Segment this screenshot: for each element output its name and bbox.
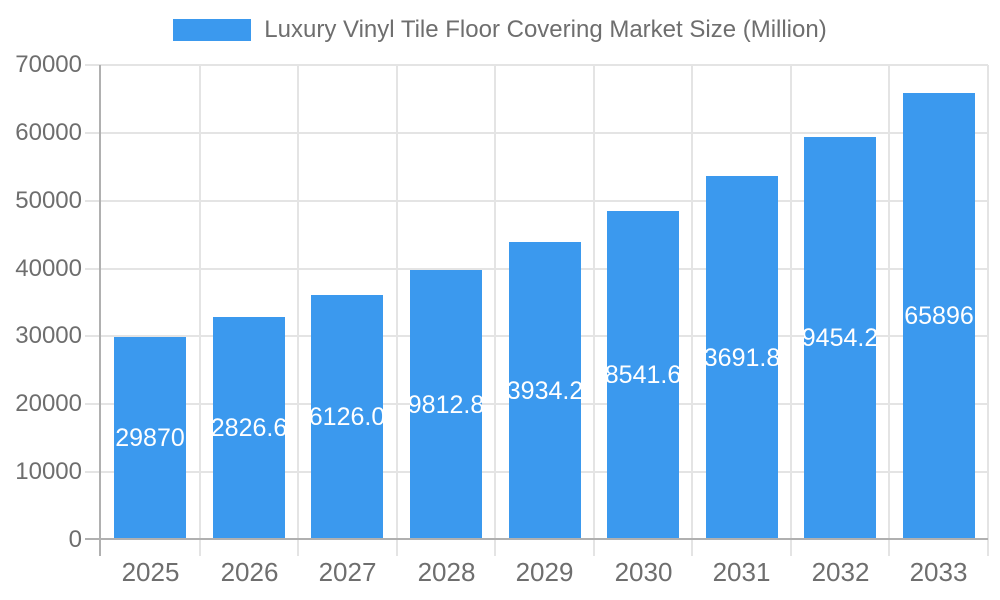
bar-2033[interactable]: 65896 [903,93,975,540]
legend-label: Luxury Vinyl Tile Floor Covering Market … [264,16,827,43]
y-axis-label: 60000 [15,119,82,146]
y-axis-label: 30000 [15,322,82,349]
bar-2030[interactable]: 48541.67 [607,211,679,540]
y-axis-label: 0 [68,526,82,553]
x-gridline [199,65,201,556]
bar-value-label: 53691.86 [706,343,778,372]
y-gridline [85,132,988,134]
legend-item[interactable]: Luxury Vinyl Tile Floor Covering Market … [173,16,827,44]
bar-value-label: 65896 [904,302,974,330]
y-gridline [85,200,988,202]
x-gridline [691,65,693,556]
bar-2031[interactable]: 53691.86 [706,176,778,540]
y-axis-label: 20000 [15,390,82,417]
x-axis-label: 2029 [515,557,574,587]
x-gridline [494,65,496,556]
bar-value-label: 48541.67 [607,361,679,389]
x-axis-label: 2032 [811,557,870,587]
x-gridline [396,65,398,556]
x-axis-label: 2030 [614,557,673,587]
bar-2027[interactable]: 36126.08 [311,295,383,540]
y-axis-line [99,65,101,556]
x-gridline [297,65,299,556]
bar-2029[interactable]: 43934.27 [509,242,581,540]
bar-value-label: 59454.27 [804,324,876,352]
x-axis-label: 2026 [220,557,279,587]
bar-value-label: 39812.88 [410,390,482,419]
x-axis-label: 2031 [712,557,771,587]
y-axis-label: 40000 [15,255,82,282]
x-axis-label: 2028 [417,557,476,587]
x-axis-label: 2033 [909,557,968,587]
x-axis-label: 2027 [318,557,377,587]
bar-2032[interactable]: 59454.27 [804,137,876,540]
bar-value-label: 32826.66 [213,414,285,442]
bar-value-label: 36126.08 [311,403,383,431]
bar-2025[interactable]: 29870 [114,337,186,540]
chart-legend: Luxury Vinyl Tile Floor Covering Market … [0,16,1000,44]
bar-2026[interactable]: 32826.66 [213,317,285,540]
bar-value-label: 29870 [115,424,185,452]
x-gridline [888,65,890,556]
x-gridline [790,65,792,556]
bar-2028[interactable]: 39812.88 [410,270,482,540]
x-gridline [593,65,595,556]
y-gridline [85,64,988,66]
y-axis-label: 70000 [15,51,82,78]
x-axis-line [85,538,988,540]
y-axis-label: 10000 [15,458,82,485]
x-axis-label: 2025 [121,557,180,587]
x-gridline [987,65,989,556]
legend-swatch-icon [173,19,252,41]
y-axis-label: 50000 [15,187,82,214]
bar-value-label: 43934.27 [509,376,581,405]
